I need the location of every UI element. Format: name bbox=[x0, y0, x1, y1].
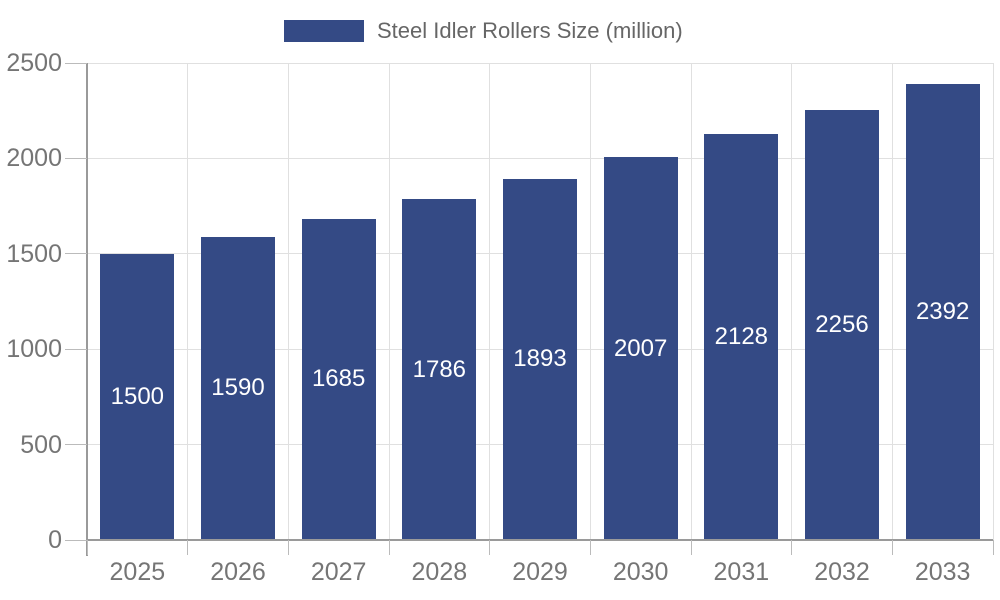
bar-value-label: 2392 bbox=[915, 297, 970, 325]
y-axis-tick bbox=[65, 62, 87, 64]
x-axis-tick bbox=[287, 540, 289, 555]
y-axis-tick bbox=[65, 348, 87, 350]
bar-value-label: 2128 bbox=[714, 322, 769, 350]
x-axis-line bbox=[87, 539, 993, 541]
bar[interactable] bbox=[201, 236, 275, 539]
bar-value-label: 1685 bbox=[311, 365, 366, 393]
bar[interactable] bbox=[704, 133, 779, 539]
y-axis-tick-label: 1000 bbox=[6, 335, 62, 364]
y-axis-tick-label: 500 bbox=[20, 430, 62, 459]
bar-value-label: 1500 bbox=[110, 382, 165, 410]
x-axis-tick-label: 2026 bbox=[210, 558, 266, 586]
y-axis-tick-label: 2500 bbox=[6, 49, 62, 77]
gridline-vertical bbox=[891, 63, 893, 540]
y-axis-line bbox=[86, 63, 88, 556]
bar-value-label: 2256 bbox=[815, 310, 869, 338]
gridline-vertical bbox=[791, 63, 793, 540]
gridline-horizontal bbox=[87, 157, 993, 159]
bar[interactable] bbox=[905, 83, 980, 539]
gridline-vertical bbox=[388, 63, 390, 540]
gridline-vertical bbox=[690, 63, 692, 540]
y-axis-tick-label: 0 bbox=[48, 526, 62, 554]
x-axis-tick-label: 2025 bbox=[109, 558, 166, 586]
gridline-vertical bbox=[489, 63, 491, 540]
y-axis-tick bbox=[65, 157, 87, 159]
x-axis-tick-label: 2030 bbox=[612, 558, 669, 586]
x-axis-tick bbox=[489, 540, 491, 555]
x-axis-tick bbox=[589, 540, 591, 555]
gridline-vertical bbox=[589, 63, 591, 540]
bar-value-label: 1893 bbox=[513, 345, 567, 373]
bar[interactable] bbox=[100, 253, 175, 539]
y-axis-tick bbox=[65, 253, 87, 255]
legend-item[interactable]: Steel Idler Rollers Size (million) bbox=[284, 18, 683, 44]
x-axis-tick bbox=[86, 540, 88, 555]
legend-swatch bbox=[284, 20, 364, 42]
x-axis-tick-label: 2029 bbox=[512, 558, 568, 586]
y-axis-tick-label: 1500 bbox=[6, 239, 62, 268]
gridline-vertical bbox=[992, 63, 994, 540]
y-axis-tick bbox=[65, 539, 87, 541]
x-axis-tick-label: 2033 bbox=[914, 558, 971, 586]
y-axis-tick-label: 2000 bbox=[6, 144, 62, 173]
bar-value-label: 1786 bbox=[412, 355, 467, 383]
bar[interactable] bbox=[301, 218, 376, 539]
bar[interactable] bbox=[503, 178, 577, 539]
bar-value-label: 2007 bbox=[613, 334, 668, 362]
bar-value-label: 1590 bbox=[211, 374, 265, 402]
x-axis-tick-label: 2032 bbox=[814, 558, 870, 586]
x-axis-tick bbox=[388, 540, 390, 555]
bar[interactable] bbox=[805, 109, 879, 539]
gridline-horizontal bbox=[87, 62, 993, 64]
legend-label: Steel Idler Rollers Size (million) bbox=[377, 18, 683, 43]
x-axis-tick bbox=[992, 540, 994, 555]
bar[interactable] bbox=[402, 199, 477, 539]
bar[interactable] bbox=[603, 157, 678, 539]
x-axis-tick bbox=[791, 540, 793, 555]
x-axis-tick bbox=[891, 540, 893, 555]
x-axis-tick-label: 2031 bbox=[713, 558, 770, 586]
x-axis-tick bbox=[690, 540, 692, 555]
gridline-vertical bbox=[187, 63, 189, 540]
y-axis-tick bbox=[65, 444, 87, 446]
x-axis-tick-label: 2028 bbox=[411, 558, 468, 586]
gridline-vertical bbox=[287, 63, 289, 540]
x-axis-tick-label: 2027 bbox=[310, 558, 367, 586]
x-axis-tick bbox=[187, 540, 189, 555]
